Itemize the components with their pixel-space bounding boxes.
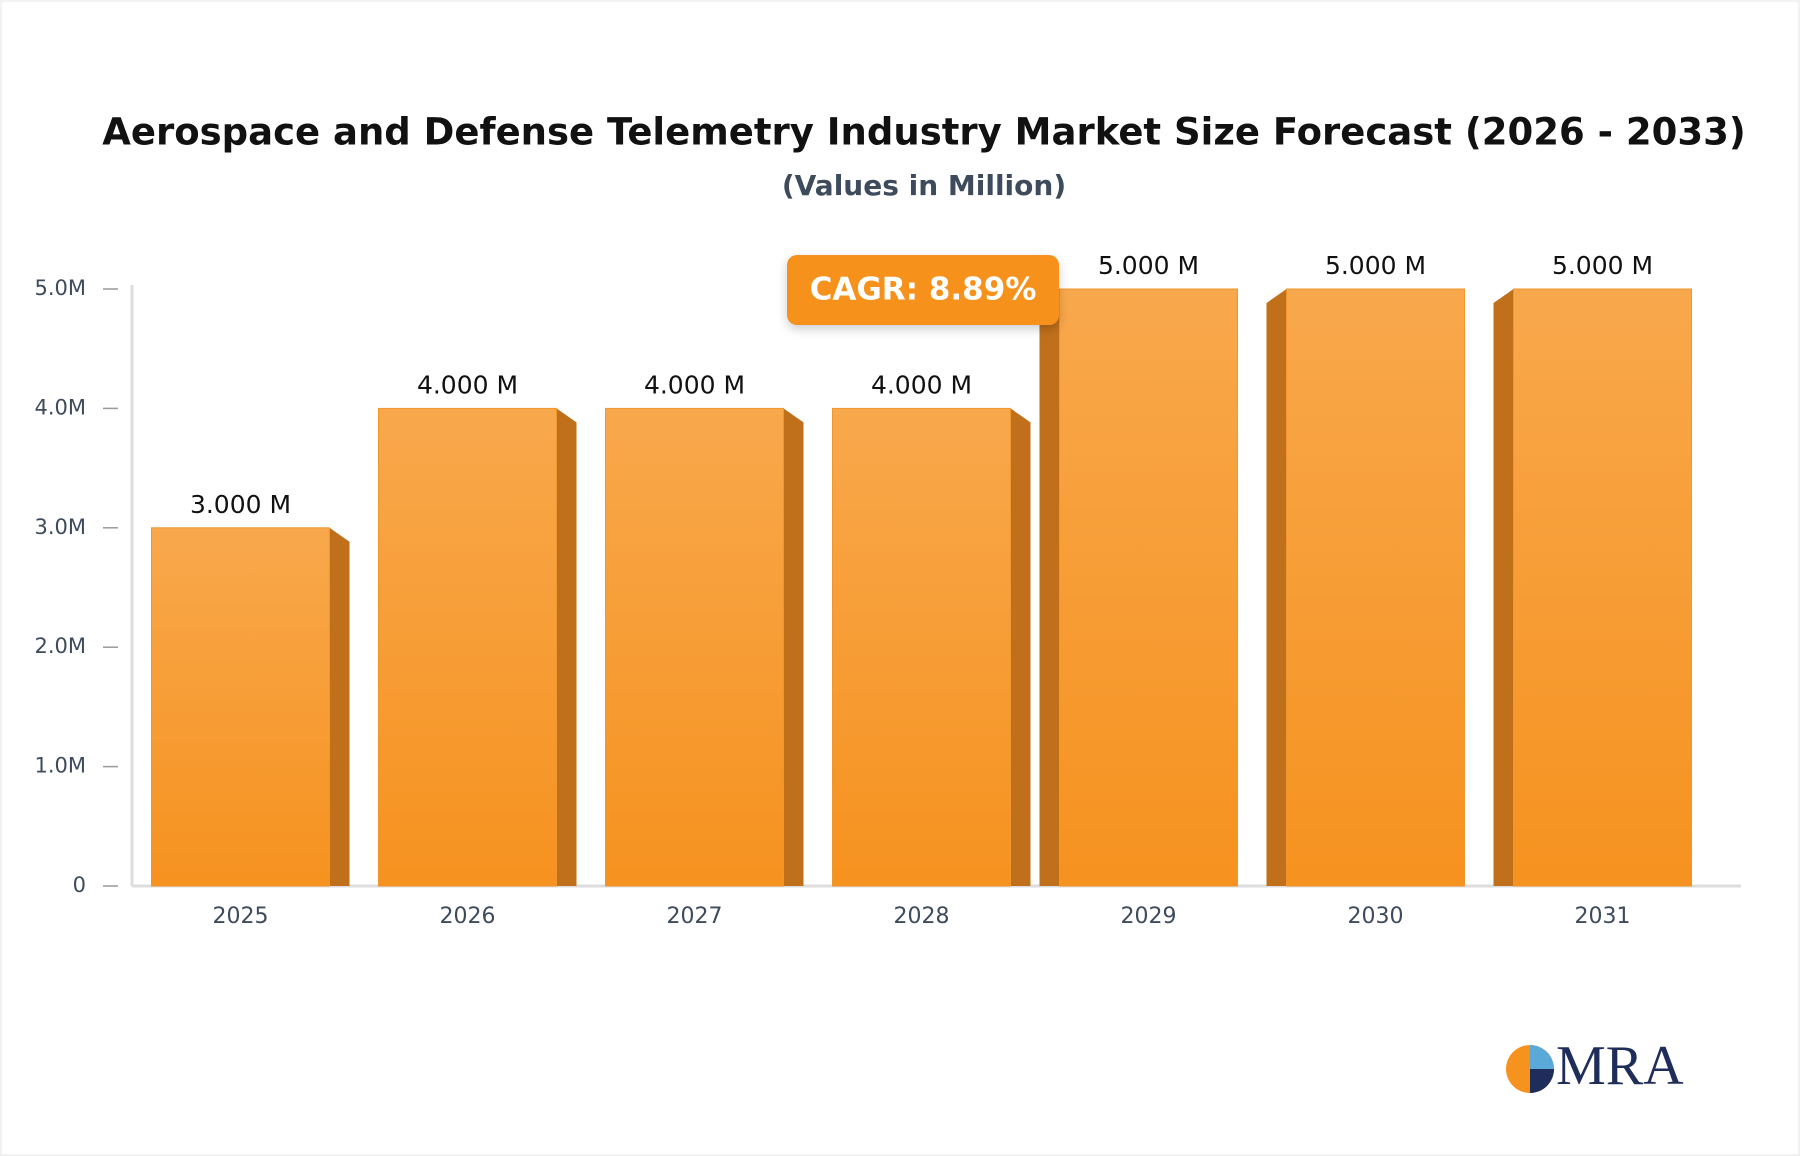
x-tick-label: 2030 — [1348, 904, 1404, 929]
y-tick-label: 5.0M — [34, 276, 86, 300]
logo: MRA — [1506, 1035, 1684, 1097]
x-tick-label: 2028 — [894, 904, 950, 929]
value-label: 3.000 M — [190, 490, 291, 519]
bar-side — [1039, 289, 1060, 886]
bar-side — [1493, 289, 1514, 886]
chart-subtitle: (Values in Million) — [782, 169, 1066, 202]
bar — [605, 407, 784, 887]
bar — [378, 407, 557, 887]
overlay: CAGR: 8.89% MRA — [787, 255, 1684, 1097]
logo-icon-part — [1530, 1045, 1554, 1069]
y-tick-label: 2.0M — [34, 634, 86, 658]
bar-side — [329, 527, 350, 886]
bar-side — [1266, 289, 1287, 886]
bar — [1513, 288, 1692, 887]
cagr-label: CAGR: 8.89% — [810, 272, 1037, 308]
logo-icon-part — [1530, 1069, 1554, 1093]
y-tick-label: 4.0M — [34, 395, 86, 419]
value-label: 5.000 M — [1098, 251, 1199, 280]
bar-side — [1010, 408, 1031, 886]
x-tick-label: 2029 — [1121, 904, 1177, 929]
value-label: 5.000 M — [1325, 251, 1426, 280]
x-tick-label: 2026 — [440, 904, 496, 929]
bar-side — [783, 408, 804, 886]
x-tick-label: 2027 — [667, 904, 723, 929]
value-label: 4.000 M — [871, 370, 972, 399]
value-label: 5.000 M — [1552, 251, 1653, 280]
x-tick-label: 2031 — [1575, 904, 1631, 929]
chart-title: Aerospace and Defense Telemetry Industry… — [102, 111, 1746, 154]
y-tick-label: 3.0M — [34, 515, 86, 539]
y-tick-label: 0 — [73, 873, 86, 897]
logo-text: MRA — [1556, 1035, 1684, 1097]
bar-side — [556, 408, 577, 886]
bar — [832, 407, 1011, 887]
bar — [1286, 288, 1465, 887]
x-tick-label: 2025 — [213, 904, 269, 929]
bar — [151, 527, 330, 887]
y-tick-label: 1.0M — [34, 754, 86, 778]
value-label: 4.000 M — [417, 370, 518, 399]
bar — [1059, 288, 1238, 887]
value-label: 4.000 M — [644, 370, 745, 399]
cagr-box — [787, 255, 1059, 325]
plot: 0 1.0M 2.0M 3.0M 4.0M 5.0M 2025 3.000 M 2026 4.00… — [34, 251, 1741, 929]
